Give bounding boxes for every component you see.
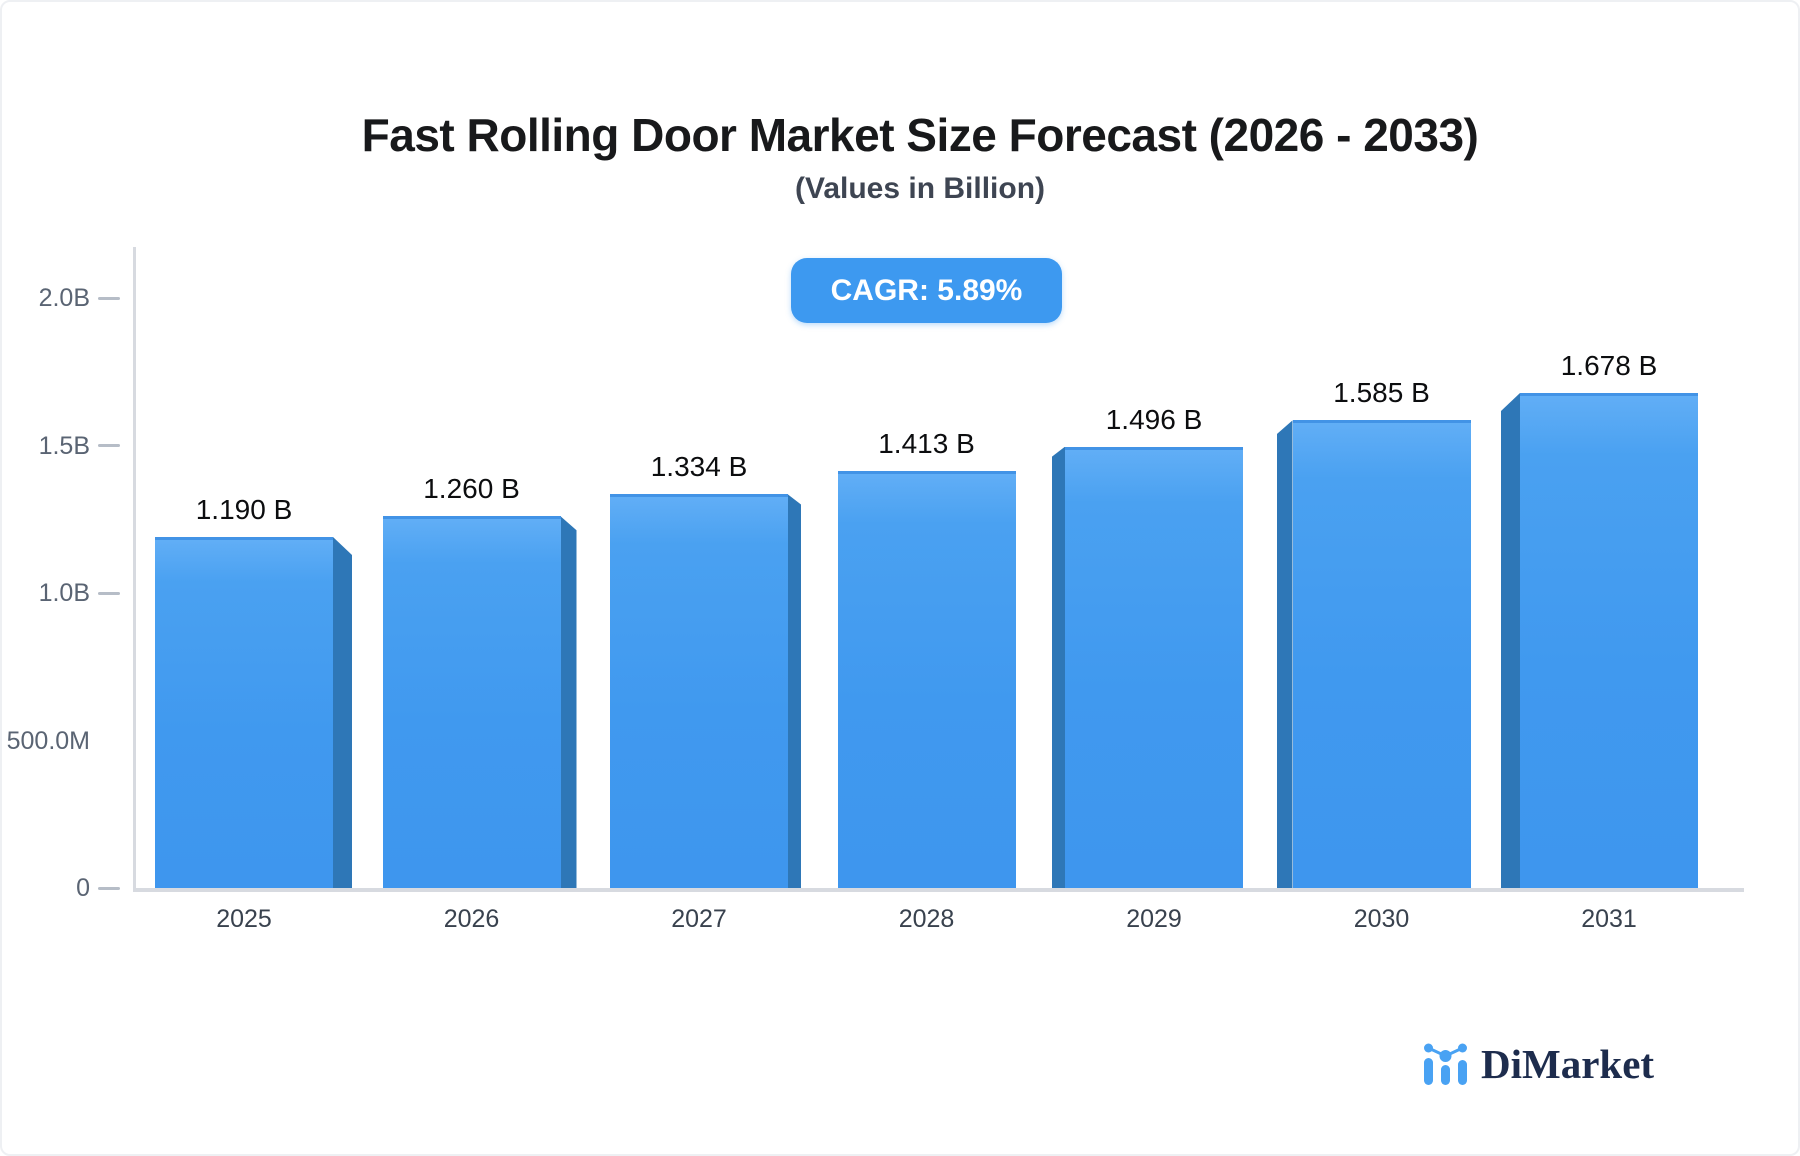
- y-axis-tick-label: 1.5B: [38, 431, 90, 460]
- chart-subtitle: (Values in Billion): [794, 172, 1046, 205]
- y-axis-tick-label: 2.0B: [38, 284, 90, 312]
- bar: [1065, 446, 1243, 888]
- y-axis-line: [133, 247, 136, 892]
- x-axis-label: 2030: [1353, 905, 1410, 933]
- x-axis-label: 2025: [216, 905, 272, 933]
- y-axis-tick-mark: [98, 296, 120, 300]
- y-axis-tick-mark: [98, 886, 120, 890]
- bar-side-face: [1276, 420, 1293, 888]
- y-axis-tick-mark: [98, 444, 120, 447]
- page-title: Fast Rolling Door Market Size Forecast (…: [361, 109, 1479, 161]
- dimarket-logo: DiMarket: [1423, 1042, 1654, 1086]
- y-axis-tick-mark: [98, 591, 120, 595]
- bar: [837, 471, 1016, 888]
- bar-line-chart-icon: [1424, 1043, 1467, 1085]
- x-axis-label: 2029: [1126, 905, 1182, 933]
- bar-value-label: 1.334 B: [650, 451, 748, 483]
- cagr-badge-label: CAGR: 5.89%: [830, 273, 1023, 307]
- cagr-badge: CAGR: 5.89%: [791, 258, 1062, 323]
- bar-value-label: 1.678 B: [1560, 349, 1658, 381]
- bar: [1520, 392, 1698, 888]
- bar-side-face: [788, 494, 801, 888]
- bar-side-face: [1501, 392, 1520, 888]
- y-axis-tick-label: 1.0B: [38, 579, 90, 607]
- bar: [610, 494, 788, 888]
- x-axis-label: 2028: [898, 905, 955, 933]
- bar-value-label: 1.585 B: [1333, 377, 1430, 409]
- y-axis-tick-label: 0: [76, 874, 90, 902]
- bar-value-label: 1.190 B: [195, 493, 293, 525]
- logo-wordmark: DiMarket: [1481, 1040, 1655, 1087]
- x-axis-line: [133, 888, 1744, 892]
- x-axis-label: 2031: [1581, 905, 1637, 933]
- bar-value-label: 1.260 B: [423, 473, 520, 505]
- bar: [155, 536, 333, 888]
- bar-value-label: 1.496 B: [1105, 403, 1203, 435]
- bar: [382, 516, 561, 888]
- bar-side-face: [560, 516, 577, 888]
- bar-side-face: [333, 536, 352, 888]
- bar-value-label: 1.413 B: [878, 428, 975, 460]
- x-axis-label: 2027: [671, 905, 727, 933]
- bar: [1292, 420, 1471, 888]
- bar-side-face: [1052, 446, 1065, 888]
- x-axis-label: 2026: [443, 905, 500, 933]
- y-axis-tick-label: 500.0M: [6, 726, 90, 755]
